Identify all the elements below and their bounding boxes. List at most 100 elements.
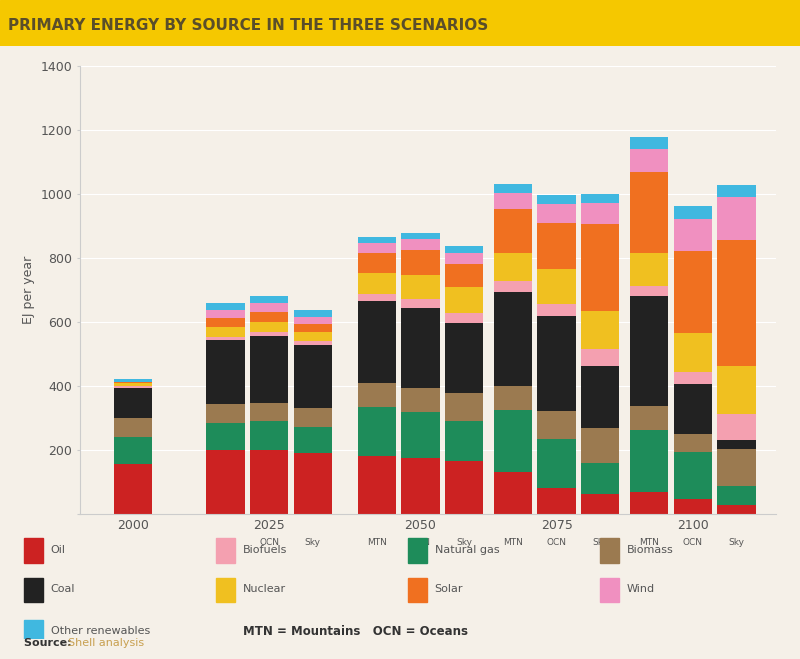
- Text: MTN: MTN: [639, 538, 659, 547]
- Bar: [630, 254, 668, 286]
- Bar: [250, 421, 288, 450]
- Bar: [250, 403, 288, 421]
- Bar: [294, 331, 332, 341]
- Bar: [494, 210, 532, 252]
- Bar: [674, 384, 712, 434]
- Bar: [581, 224, 619, 312]
- Bar: [581, 463, 619, 494]
- Bar: [408, 577, 427, 602]
- Bar: [718, 366, 756, 413]
- Bar: [581, 366, 619, 428]
- Bar: [630, 136, 668, 149]
- Bar: [402, 412, 439, 458]
- Text: Biomass: Biomass: [626, 544, 674, 555]
- Bar: [445, 264, 483, 287]
- Bar: [674, 434, 712, 452]
- Bar: [445, 421, 483, 461]
- Bar: [630, 406, 668, 430]
- Bar: [538, 223, 576, 269]
- Text: Oil: Oil: [50, 544, 66, 555]
- Bar: [294, 427, 332, 453]
- Bar: [538, 316, 576, 411]
- Text: MTN: MTN: [367, 538, 386, 547]
- Bar: [581, 349, 619, 366]
- Bar: [538, 194, 576, 204]
- Bar: [216, 538, 235, 563]
- Bar: [674, 452, 712, 499]
- Bar: [206, 310, 245, 318]
- Bar: [24, 620, 43, 645]
- Bar: [538, 204, 576, 223]
- Bar: [114, 387, 152, 418]
- Text: MTN = Mountains   OCN = Oceans: MTN = Mountains OCN = Oceans: [242, 625, 467, 638]
- Bar: [494, 291, 532, 386]
- Bar: [402, 458, 439, 514]
- Bar: [538, 411, 576, 439]
- Text: Sky: Sky: [305, 538, 321, 547]
- Bar: [206, 328, 245, 337]
- Bar: [206, 302, 245, 310]
- Bar: [250, 297, 288, 302]
- Bar: [445, 246, 483, 254]
- Text: Source:: Source:: [24, 637, 75, 648]
- Bar: [581, 312, 619, 349]
- Bar: [445, 461, 483, 514]
- Bar: [402, 308, 439, 387]
- Bar: [581, 494, 619, 514]
- Bar: [630, 172, 668, 254]
- Bar: [206, 318, 245, 328]
- Bar: [581, 202, 619, 224]
- Bar: [445, 393, 483, 421]
- Bar: [294, 310, 332, 316]
- Bar: [600, 538, 619, 563]
- Bar: [445, 287, 483, 313]
- Bar: [24, 577, 43, 602]
- Bar: [445, 313, 483, 324]
- Bar: [358, 237, 396, 243]
- Bar: [538, 304, 576, 316]
- Bar: [674, 206, 712, 219]
- Text: MTN: MTN: [503, 538, 523, 547]
- Bar: [718, 185, 756, 198]
- Bar: [718, 440, 756, 449]
- Bar: [630, 297, 668, 406]
- Bar: [538, 269, 576, 304]
- Text: OCN: OCN: [682, 538, 702, 547]
- Bar: [114, 437, 152, 465]
- Bar: [358, 383, 396, 407]
- Text: Biofuels: Biofuels: [242, 544, 287, 555]
- Text: Sky: Sky: [456, 538, 472, 547]
- Bar: [630, 149, 668, 172]
- Bar: [581, 428, 619, 463]
- Text: Natural gas: Natural gas: [434, 544, 499, 555]
- Bar: [358, 301, 396, 383]
- Bar: [250, 322, 288, 332]
- Bar: [294, 316, 332, 324]
- Bar: [674, 251, 712, 333]
- Bar: [358, 252, 396, 273]
- Text: MTN: MTN: [215, 538, 235, 547]
- Bar: [494, 184, 532, 192]
- Bar: [494, 192, 532, 210]
- Text: Coal: Coal: [50, 584, 75, 594]
- Bar: [294, 324, 332, 331]
- Bar: [600, 577, 619, 602]
- Bar: [402, 239, 439, 250]
- Bar: [445, 254, 483, 264]
- Bar: [294, 409, 332, 427]
- Text: Other renewables: Other renewables: [50, 627, 150, 637]
- Bar: [718, 486, 756, 505]
- Bar: [494, 473, 532, 514]
- Bar: [358, 243, 396, 252]
- Bar: [538, 439, 576, 488]
- Bar: [250, 336, 288, 403]
- Bar: [494, 252, 532, 281]
- Bar: [402, 250, 439, 275]
- Bar: [206, 340, 245, 404]
- Bar: [674, 499, 712, 514]
- Bar: [538, 488, 576, 514]
- Bar: [114, 383, 152, 386]
- Bar: [206, 450, 245, 514]
- Bar: [294, 345, 332, 409]
- Bar: [358, 457, 396, 514]
